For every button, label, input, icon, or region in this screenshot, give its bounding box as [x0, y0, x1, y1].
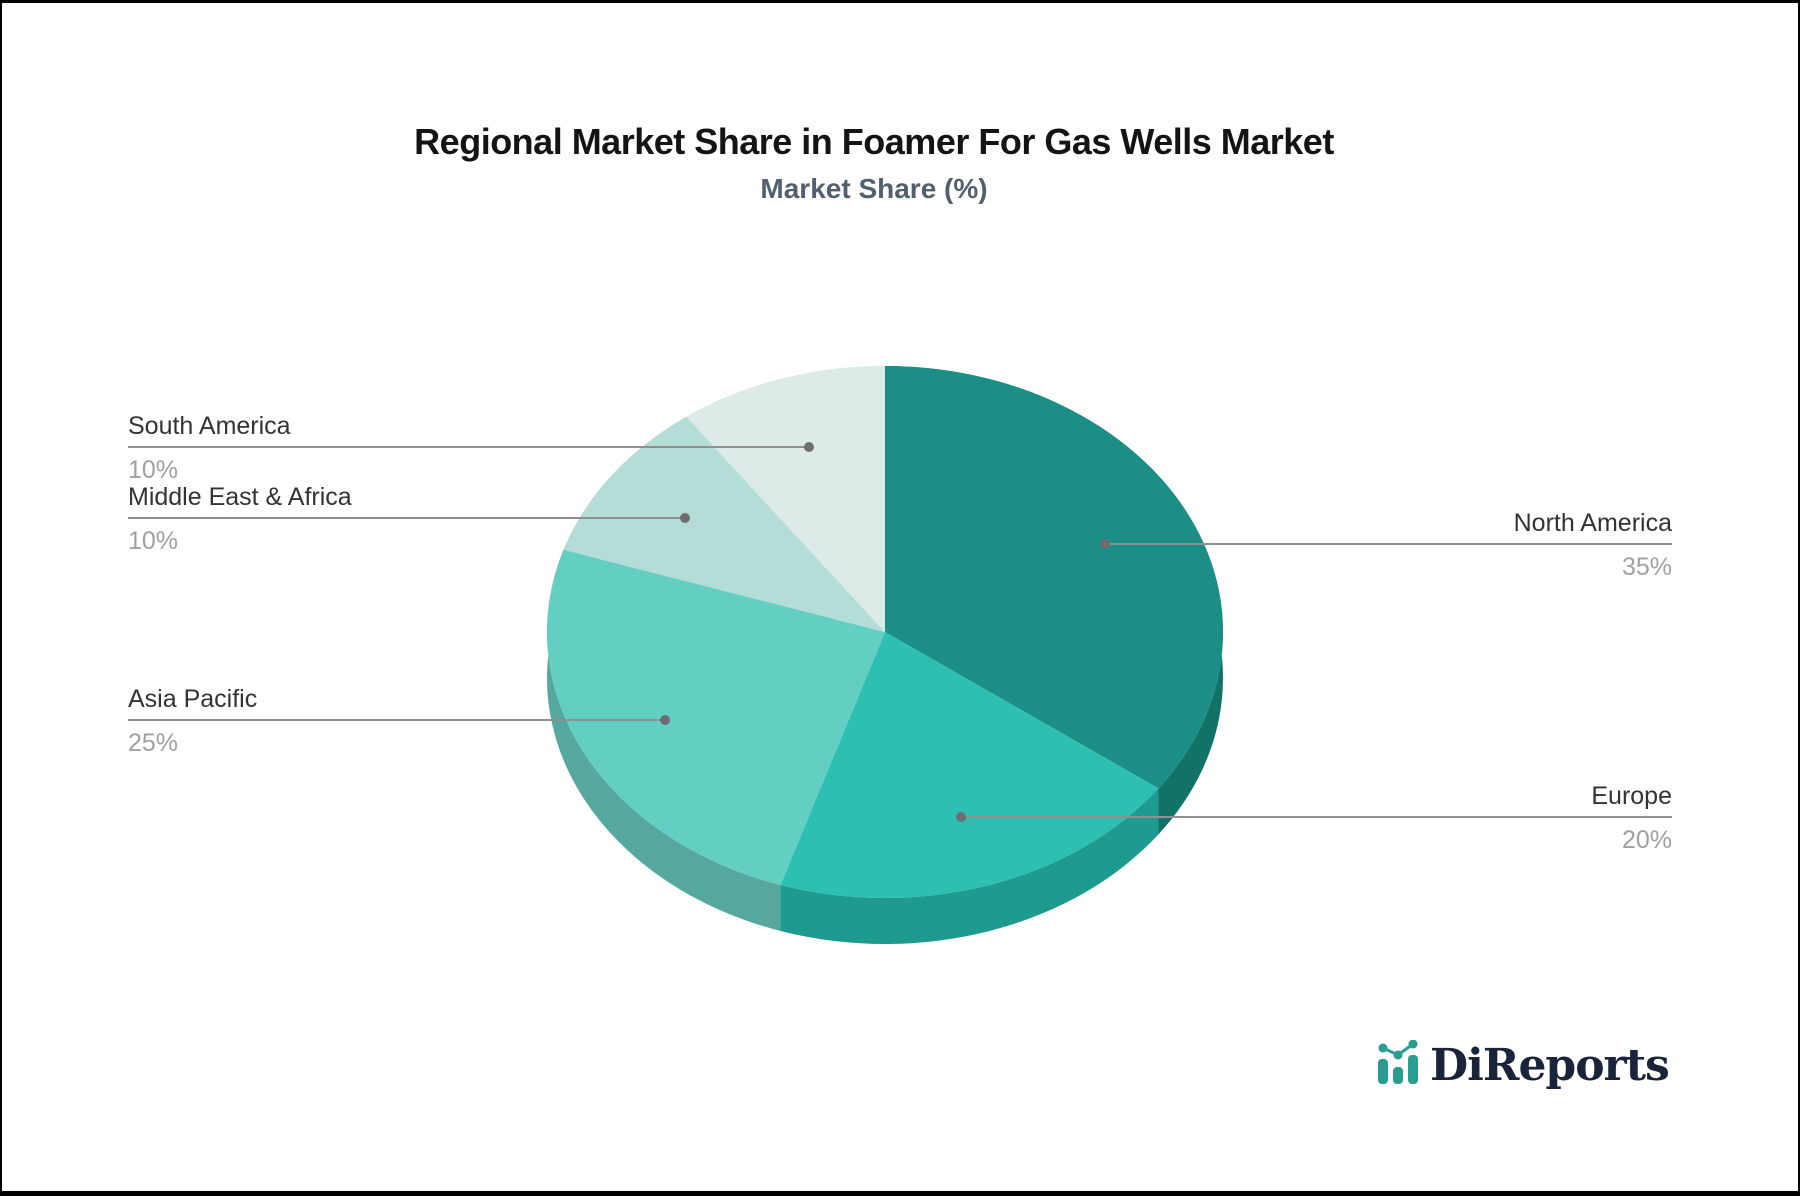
slice-label-south-america: South America [128, 412, 291, 440]
callout-dot-north-america [1100, 539, 1110, 549]
pie-slice-middle-east-africa[interactable] [563, 416, 885, 632]
slice-value-south-america: 10% [128, 456, 179, 484]
brand-logo-text: DiReports [1430, 1040, 1670, 1091]
pie-slice-north-america[interactable] [885, 366, 1223, 789]
slice-value-middle-east-africa: 10% [128, 527, 179, 555]
slice-label-asia-pacific: Asia Pacific [128, 685, 258, 713]
slice-label-europe: Europe [1591, 782, 1672, 810]
brand-logo: DiReports [1376, 1037, 1670, 1095]
slice-label-middle-east-africa: Middle East & Africa [128, 483, 352, 511]
slice-value-asia-pacific: 25% [128, 729, 179, 757]
pie-slice-depth-asia-pacific [547, 549, 781, 931]
slice-label-north-america: North America [1513, 509, 1672, 537]
callout-dot-middle-east-africa [680, 513, 690, 523]
page-subtitle: Market Share (%) [760, 173, 988, 204]
page-title: Regional Market Share in Foamer For Gas … [414, 121, 1334, 162]
bar-chart-trend-icon [1378, 1040, 1418, 1084]
slice-value-north-america: 35% [1621, 553, 1672, 581]
pie-slice-south-america[interactable] [686, 366, 885, 632]
callout-dot-south-america [804, 442, 814, 452]
pie-slice-asia-pacific[interactable] [547, 549, 885, 885]
pie-chart [128, 366, 1672, 944]
slice-value-europe: 20% [1621, 826, 1672, 854]
callout-dot-europe [956, 812, 966, 822]
pie-slice-depth-europe [780, 788, 1159, 944]
callout-dot-asia-pacific [660, 715, 670, 725]
pie-slice-europe[interactable] [780, 632, 1159, 898]
